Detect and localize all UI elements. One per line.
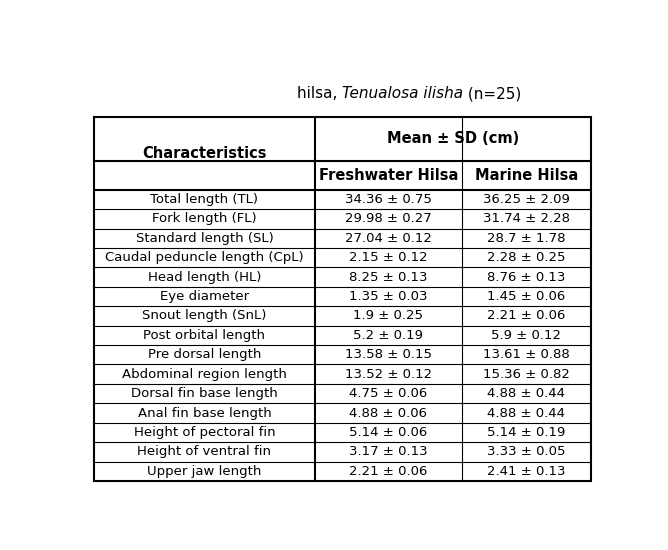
Text: Total length (TL): Total length (TL) [150,193,259,206]
Text: Post orbital length: Post orbital length [144,329,265,342]
Text: 3.33 ± 0.05: 3.33 ± 0.05 [487,446,566,458]
Text: Fork length (FL): Fork length (FL) [152,212,257,226]
Text: 5.14 ± 0.06: 5.14 ± 0.06 [349,426,428,439]
Text: 2.28 ± 0.25: 2.28 ± 0.25 [487,251,566,264]
Text: Eye diameter: Eye diameter [160,290,249,303]
Text: Caudal peduncle length (CpL): Caudal peduncle length (CpL) [105,251,304,264]
Text: 1.35 ± 0.03: 1.35 ± 0.03 [349,290,428,303]
Text: 5.14 ± 0.19: 5.14 ± 0.19 [487,426,565,439]
Text: 5.2 ± 0.19: 5.2 ± 0.19 [353,329,424,342]
Text: 28.7 ± 1.78: 28.7 ± 1.78 [487,232,566,245]
Text: 4.88 ± 0.44: 4.88 ± 0.44 [487,387,565,400]
Text: 2.15 ± 0.12: 2.15 ± 0.12 [349,251,428,264]
Text: Standard length (SL): Standard length (SL) [136,232,273,245]
Text: 29.98 ± 0.27: 29.98 ± 0.27 [345,212,432,226]
Text: 3.17 ± 0.13: 3.17 ± 0.13 [349,446,428,458]
Text: 36.25 ± 2.09: 36.25 ± 2.09 [483,193,570,206]
Text: Upper jaw length: Upper jaw length [147,465,262,478]
Text: Freshwater Hilsa: Freshwater Hilsa [319,168,458,183]
Text: 13.58 ± 0.15: 13.58 ± 0.15 [345,348,432,361]
Text: 1.45 ± 0.06: 1.45 ± 0.06 [487,290,565,303]
Text: Marine Hilsa: Marine Hilsa [474,168,578,183]
Text: 4.88 ± 0.06: 4.88 ± 0.06 [349,406,428,420]
Text: 15.36 ± 0.82: 15.36 ± 0.82 [483,368,570,381]
Text: (n=25): (n=25) [464,86,522,101]
Text: 2.21 ± 0.06: 2.21 ± 0.06 [349,465,428,478]
Text: 4.88 ± 0.44: 4.88 ± 0.44 [487,406,565,420]
Text: 4.75 ± 0.06: 4.75 ± 0.06 [349,387,428,400]
Text: 31.74 ± 2.28: 31.74 ± 2.28 [483,212,570,226]
Text: Abdominal region length: Abdominal region length [122,368,287,381]
Text: 34.36 ± 0.75: 34.36 ± 0.75 [345,193,432,206]
Text: 13.52 ± 0.12: 13.52 ± 0.12 [345,368,432,381]
Text: Head length (HL): Head length (HL) [148,271,261,284]
Text: Tenualosa ilisha: Tenualosa ilisha [343,86,464,101]
Text: Pre dorsal length: Pre dorsal length [148,348,261,361]
Text: Height of ventral fin: Height of ventral fin [138,446,271,458]
Text: 8.25 ± 0.13: 8.25 ± 0.13 [349,271,428,284]
Text: 2.21 ± 0.06: 2.21 ± 0.06 [487,310,565,322]
Text: hilsa,: hilsa, [297,86,343,101]
Text: 13.61 ± 0.88: 13.61 ± 0.88 [483,348,570,361]
Text: Characteristics: Characteristics [142,146,267,161]
Text: Mean ± SD (cm): Mean ± SD (cm) [387,131,519,146]
Text: Anal fin base length: Anal fin base length [138,406,271,420]
Text: 5.9 ± 0.12: 5.9 ± 0.12 [491,329,561,342]
Text: Dorsal fin base length: Dorsal fin base length [131,387,278,400]
Text: Height of pectoral fin: Height of pectoral fin [134,426,275,439]
Text: 27.04 ± 0.12: 27.04 ± 0.12 [345,232,432,245]
Text: 2.41 ± 0.13: 2.41 ± 0.13 [487,465,566,478]
Text: 8.76 ± 0.13: 8.76 ± 0.13 [487,271,565,284]
Text: 1.9 ± 0.25: 1.9 ± 0.25 [353,310,424,322]
Text: Snout length (SnL): Snout length (SnL) [142,310,267,322]
